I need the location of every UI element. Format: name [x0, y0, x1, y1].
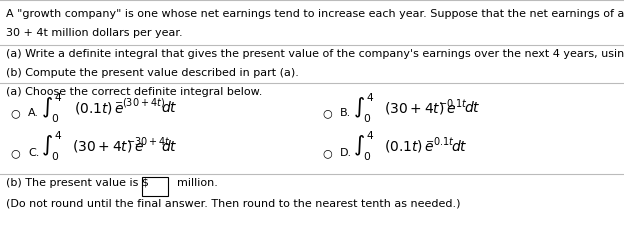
Text: $dt$: $dt$	[161, 100, 178, 115]
Text: (a) Write a definite integral that gives the present value of the company's earn: (a) Write a definite integral that gives…	[6, 49, 624, 59]
Text: $-(30+4t)$: $-(30+4t)$	[114, 96, 165, 109]
Text: $-0.1t$: $-0.1t$	[438, 97, 468, 109]
Text: $\int_0^4$: $\int_0^4$	[353, 91, 374, 125]
Text: ○: ○	[11, 148, 21, 158]
Text: $(30+4t)\,e$: $(30+4t)\,e$	[384, 100, 456, 116]
Text: $\int_0^4$: $\int_0^4$	[41, 91, 62, 125]
Text: million.: million.	[170, 178, 218, 188]
Text: $-30+4t$: $-30+4t$	[126, 136, 171, 147]
Text: $(0.1t)\,e$: $(0.1t)\,e$	[384, 138, 435, 154]
Text: $-0.1t$: $-0.1t$	[425, 136, 455, 147]
Text: D.: D.	[340, 148, 352, 158]
Text: A "growth company" is one whose net earnings tend to increase each year. Suppose: A "growth company" is one whose net earn…	[6, 9, 624, 19]
Text: ○: ○	[11, 109, 21, 118]
Text: C.: C.	[28, 148, 39, 158]
Text: (a) Choose the correct definite integral below.: (a) Choose the correct definite integral…	[6, 87, 263, 97]
Text: A.: A.	[28, 109, 39, 118]
Text: $(30+4t)\,e$: $(30+4t)\,e$	[72, 138, 144, 154]
Text: B.: B.	[340, 109, 351, 118]
Text: (b) The present value is $: (b) The present value is $	[6, 178, 149, 188]
Text: $dt$: $dt$	[464, 100, 480, 115]
Text: $\int_0^4$: $\int_0^4$	[41, 130, 62, 163]
Text: (b) Compute the present value described in part (a).: (b) Compute the present value described …	[6, 68, 299, 78]
Text: $\int_0^4$: $\int_0^4$	[353, 130, 374, 163]
Text: $dt$: $dt$	[451, 139, 467, 154]
Text: $dt$: $dt$	[161, 139, 178, 154]
Text: (Do not round until the final answer. Then round to the nearest tenth as needed.: (Do not round until the final answer. Th…	[6, 199, 461, 209]
Text: ○: ○	[323, 109, 333, 118]
Text: ○: ○	[323, 148, 333, 158]
FancyBboxPatch shape	[142, 177, 168, 196]
Text: $(0.1t)\,e$: $(0.1t)\,e$	[74, 100, 124, 116]
Text: 30 + 4t million dollars per year.: 30 + 4t million dollars per year.	[6, 28, 183, 38]
